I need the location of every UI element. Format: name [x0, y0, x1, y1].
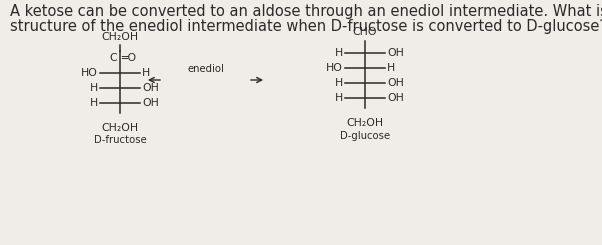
Text: CH₂OH: CH₂OH — [102, 123, 138, 133]
Text: OH: OH — [387, 78, 404, 88]
Text: H: H — [387, 63, 396, 73]
Text: C: C — [110, 53, 117, 63]
Text: H: H — [142, 68, 150, 78]
Text: ═O: ═O — [121, 53, 136, 63]
Text: H: H — [335, 93, 343, 103]
Text: CH₂OH: CH₂OH — [102, 32, 138, 42]
Text: D-glucose: D-glucose — [340, 131, 390, 141]
Text: H: H — [90, 83, 98, 93]
Text: enediol: enediol — [187, 64, 224, 74]
Text: structure of the enediol intermediate when D-fructose is converted to D-glucose?: structure of the enediol intermediate wh… — [10, 19, 602, 34]
Text: HO: HO — [81, 68, 98, 78]
Text: OH: OH — [387, 93, 404, 103]
Text: CH₂OH: CH₂OH — [346, 118, 383, 128]
Text: H: H — [335, 48, 343, 58]
Text: CHO: CHO — [353, 27, 377, 37]
Text: A ketose can be converted to an aldose through an enediol intermediate. What is : A ketose can be converted to an aldose t… — [10, 4, 602, 19]
Text: H: H — [335, 78, 343, 88]
Text: OH: OH — [387, 48, 404, 58]
Text: H: H — [90, 98, 98, 108]
Text: D-fructose: D-fructose — [94, 135, 146, 145]
Text: OH: OH — [142, 98, 159, 108]
Text: HO: HO — [326, 63, 343, 73]
Text: OH: OH — [142, 83, 159, 93]
